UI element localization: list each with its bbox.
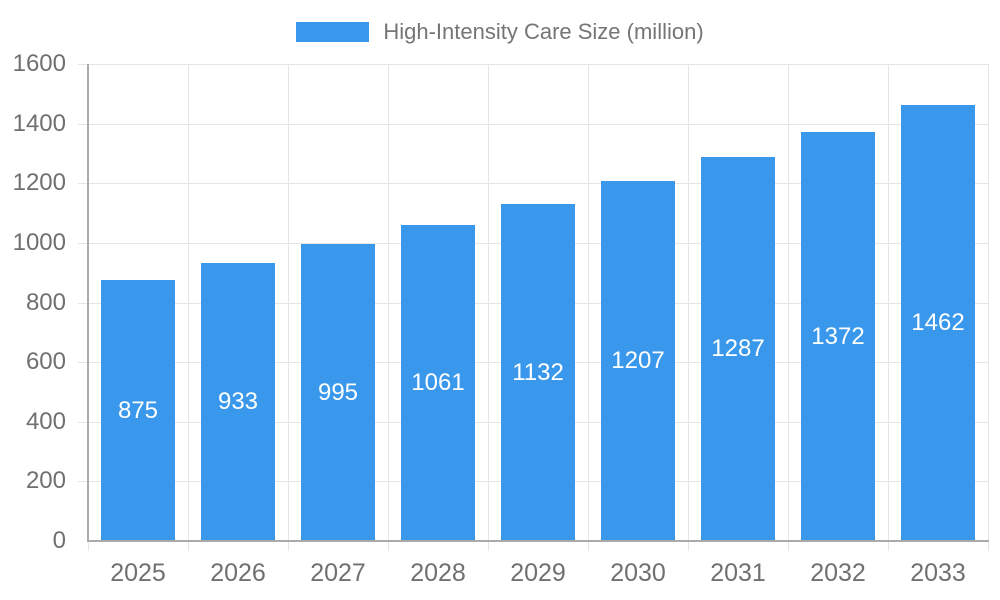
- legend: High-Intensity Care Size (million): [0, 19, 1000, 44]
- y-tick-label: 400: [25, 407, 66, 435]
- plot-area: 875 933 995 1061 1132 1207 1287 1372 1462: [78, 64, 989, 551]
- x-tick-label: 2032: [810, 559, 866, 587]
- bar-value-label: 933: [217, 388, 259, 415]
- horizontal-gridline: [78, 123, 988, 125]
- bar-value-label: 1061: [411, 369, 465, 396]
- bar-value-label: 1132: [512, 358, 564, 386]
- y-tick-label: 600: [25, 348, 66, 376]
- x-tick-label: 2031: [710, 559, 766, 587]
- bar: 1061: [401, 225, 475, 541]
- legend-label: High-Intensity Care Size (million): [383, 19, 704, 44]
- bar: 1462: [901, 105, 975, 541]
- legend-swatch: [296, 22, 370, 42]
- horizontal-gridline: [78, 183, 988, 185]
- horizontal-gridline: [78, 64, 988, 65]
- y-tick-label: 1400: [12, 109, 66, 137]
- y-tick-label: 0: [52, 527, 66, 554]
- vertical-gridline: [488, 64, 489, 551]
- y-tick-label: 800: [25, 288, 66, 316]
- y-tick-label: 200: [25, 467, 66, 495]
- vertical-gridline: [588, 64, 589, 551]
- x-tick-label: 2030: [610, 559, 666, 587]
- vertical-gridline: [688, 64, 689, 551]
- bar: 1207: [601, 181, 675, 541]
- vertical-gridline: [988, 64, 989, 551]
- bar-value-label: 995: [317, 378, 359, 406]
- x-tick-label: 2029: [510, 559, 566, 587]
- vertical-gridline: [388, 64, 389, 551]
- vertical-gridline: [188, 64, 189, 551]
- bar: 875: [101, 280, 175, 541]
- vertical-gridline: [888, 64, 889, 551]
- bar: 1372: [801, 132, 875, 541]
- x-tick-label: 2026: [210, 559, 266, 587]
- y-tick-label: 1600: [12, 50, 66, 77]
- x-tick-label: 2028: [410, 559, 466, 587]
- bar-value-label: 1372: [811, 322, 865, 350]
- bar: 995: [301, 244, 375, 541]
- bar-value-label: 875: [117, 396, 159, 424]
- y-tick-label: 1200: [12, 169, 66, 197]
- x-tick-label: 2025: [110, 559, 166, 587]
- y-axis-line: [87, 64, 89, 542]
- vertical-gridline: [788, 64, 789, 551]
- x-tick-label: 2027: [310, 559, 366, 587]
- y-tick-label: 1000: [12, 228, 66, 256]
- bar: 933: [201, 263, 275, 541]
- bar: 1132: [501, 204, 575, 541]
- x-axis-line: [87, 540, 989, 542]
- bar-value-label: 1287: [711, 335, 765, 362]
- vertical-gridline: [288, 64, 289, 551]
- bar: 1287: [701, 157, 775, 541]
- x-tick-label: 2033: [910, 559, 966, 587]
- bar-value-label: 1207: [611, 347, 665, 374]
- x-axis-tick: [88, 542, 89, 551]
- bar-value-label: 1462: [911, 309, 965, 336]
